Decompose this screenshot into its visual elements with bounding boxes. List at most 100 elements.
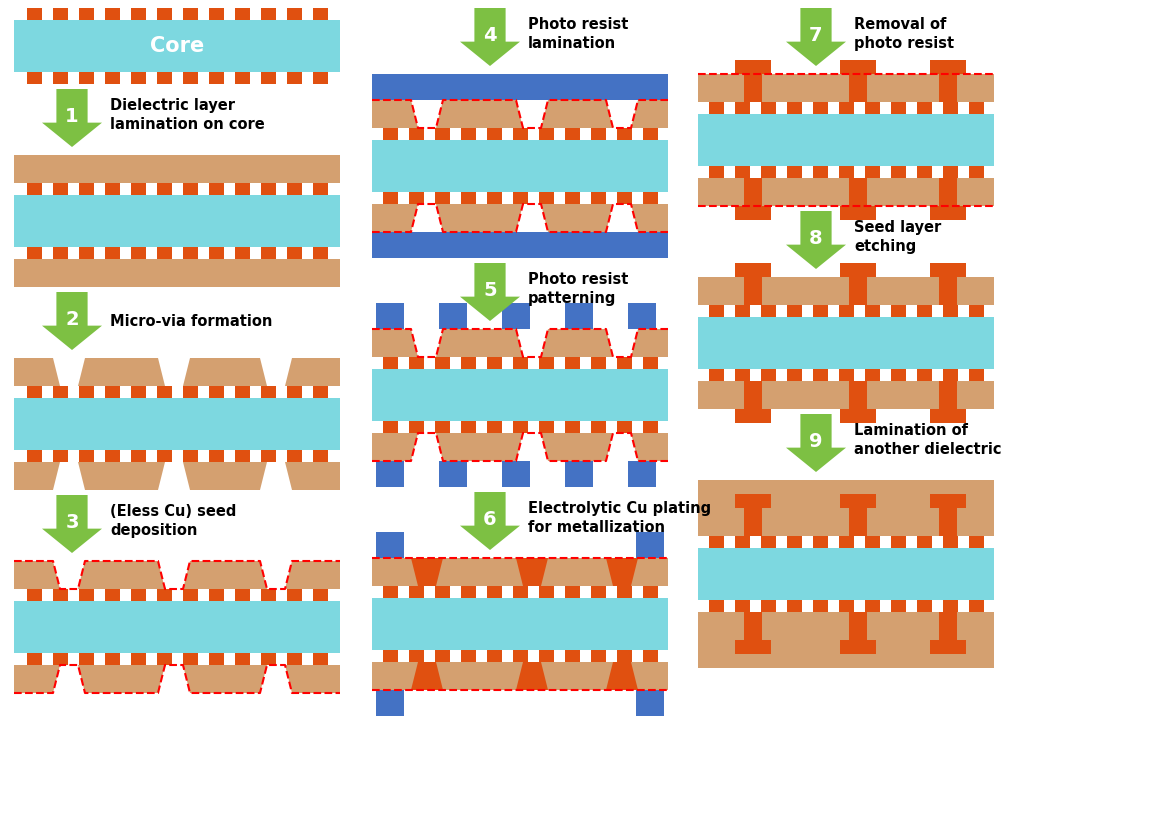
Bar — [440, 303, 466, 329]
Bar — [616, 128, 632, 140]
Bar — [761, 102, 776, 114]
Polygon shape — [516, 558, 548, 586]
Bar — [486, 586, 502, 598]
Bar — [735, 600, 750, 612]
Bar — [565, 421, 579, 433]
Bar — [840, 60, 875, 74]
Bar — [939, 381, 958, 409]
Bar — [53, 589, 68, 601]
Bar — [435, 128, 450, 140]
Bar — [699, 178, 994, 206]
Bar — [840, 263, 875, 277]
Bar — [286, 247, 301, 259]
Bar — [382, 357, 397, 369]
Bar — [130, 8, 145, 20]
Polygon shape — [53, 358, 86, 386]
Bar — [372, 329, 668, 357]
Bar — [382, 650, 397, 662]
Bar — [735, 263, 771, 277]
Bar — [27, 183, 41, 195]
Bar — [939, 74, 958, 102]
Bar — [286, 589, 301, 601]
Bar — [761, 305, 776, 317]
Bar — [628, 303, 656, 329]
Bar — [79, 247, 94, 259]
Bar — [313, 247, 327, 259]
Bar — [435, 650, 450, 662]
Bar — [234, 183, 250, 195]
Text: 3: 3 — [66, 513, 79, 532]
Bar — [435, 357, 450, 369]
Bar — [699, 508, 994, 536]
Bar — [565, 192, 579, 204]
Bar — [931, 60, 966, 74]
Bar — [709, 166, 723, 178]
Bar — [130, 386, 145, 398]
Bar — [14, 398, 340, 450]
Polygon shape — [786, 8, 846, 66]
Bar — [840, 206, 875, 220]
Text: Photo resist
patterning: Photo resist patterning — [529, 272, 628, 306]
Bar — [735, 102, 750, 114]
Bar — [968, 369, 983, 381]
Bar — [849, 277, 867, 305]
Bar — [565, 303, 593, 329]
Bar — [376, 461, 404, 487]
Bar — [104, 72, 120, 84]
Bar — [234, 8, 250, 20]
Bar — [209, 183, 224, 195]
Bar — [616, 192, 632, 204]
Bar — [372, 369, 668, 421]
Bar — [313, 8, 327, 20]
Bar — [382, 421, 397, 433]
Bar — [735, 494, 771, 508]
Bar — [372, 598, 668, 650]
Bar — [699, 640, 994, 668]
Polygon shape — [158, 462, 190, 490]
Bar — [130, 247, 145, 259]
Text: Electrolytic Cu plating
for metallization: Electrolytic Cu plating for metallizatio… — [529, 501, 711, 535]
Bar — [735, 536, 750, 548]
Text: (Eless Cu) seed
deposition: (Eless Cu) seed deposition — [110, 504, 237, 539]
Bar — [865, 536, 879, 548]
Polygon shape — [42, 495, 102, 553]
Bar — [53, 72, 68, 84]
Bar — [939, 178, 958, 206]
Text: Removal of
photo resist: Removal of photo resist — [854, 17, 954, 51]
Bar — [53, 8, 68, 20]
Bar — [931, 206, 966, 220]
Bar — [260, 653, 275, 665]
Bar — [157, 183, 171, 195]
Bar — [917, 600, 932, 612]
Bar — [372, 232, 668, 258]
Bar — [812, 102, 827, 114]
Polygon shape — [411, 433, 443, 461]
Bar — [104, 450, 120, 462]
Polygon shape — [53, 665, 86, 693]
Bar — [53, 386, 68, 398]
Bar — [183, 8, 198, 20]
Bar — [917, 305, 932, 317]
Polygon shape — [459, 8, 520, 66]
Bar — [183, 450, 198, 462]
Bar — [376, 303, 404, 329]
Bar — [512, 586, 527, 598]
Bar — [812, 600, 827, 612]
Bar — [502, 461, 530, 487]
Bar — [104, 8, 120, 20]
Bar — [209, 450, 224, 462]
Bar — [865, 305, 879, 317]
Bar — [234, 72, 250, 84]
Bar — [939, 612, 958, 640]
Bar — [183, 72, 198, 84]
Bar — [260, 247, 275, 259]
Text: Lamination of
another dielectric: Lamination of another dielectric — [854, 423, 1002, 458]
Bar — [761, 600, 776, 612]
Bar — [891, 305, 906, 317]
Bar — [917, 369, 932, 381]
Bar — [104, 589, 120, 601]
Bar — [157, 8, 171, 20]
Bar — [14, 601, 340, 653]
Bar — [104, 386, 120, 398]
Bar — [286, 8, 301, 20]
